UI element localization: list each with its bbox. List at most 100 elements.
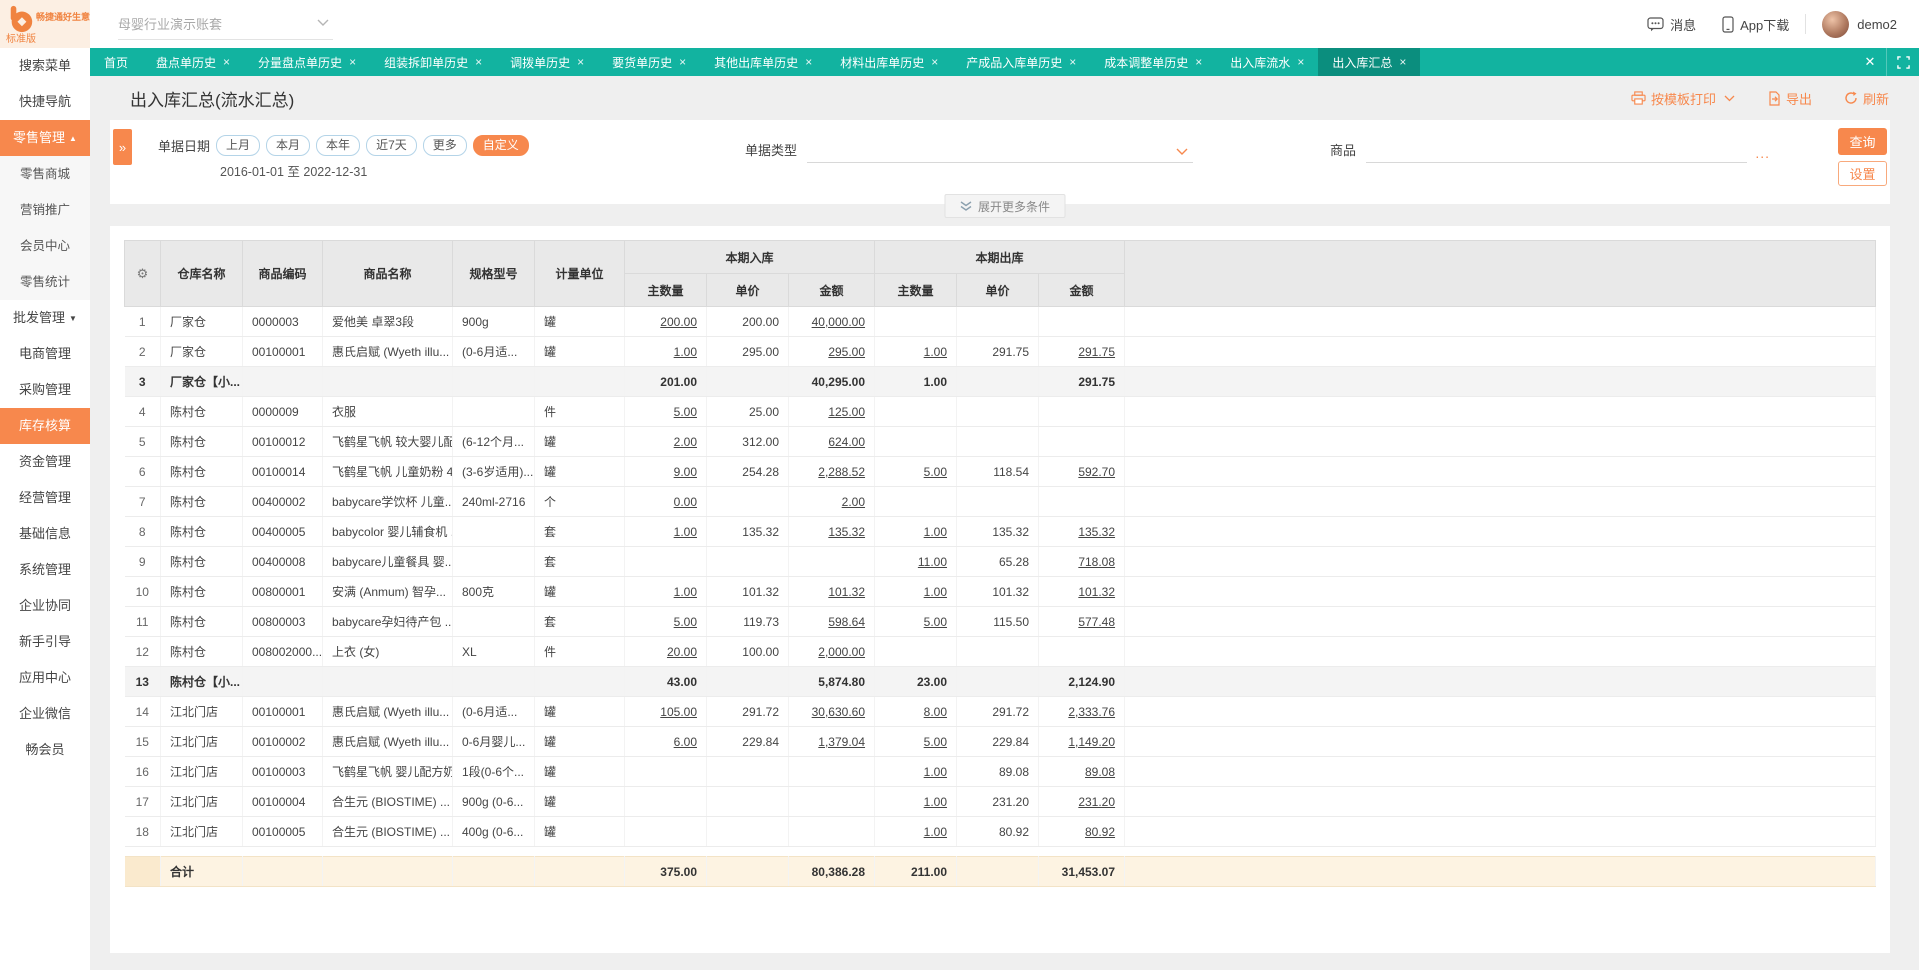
cell-in-qty[interactable]: 9.00 — [624, 456, 707, 487]
tab[interactable]: 要货单历史 × — [598, 48, 700, 76]
sidebar-item-零售统计[interactable]: 零售统计 — [0, 264, 90, 300]
drilldown-link[interactable]: 2,288.52 — [818, 464, 866, 479]
app-download-button[interactable]: App下载 — [1722, 15, 1789, 34]
cell-out-amount[interactable]: 135.32 — [1038, 516, 1126, 547]
date-pill[interactable]: 更多 — [422, 135, 467, 156]
drilldown-link[interactable]: 1.00 — [673, 584, 697, 599]
sidebar-item-库存核算[interactable]: 库存核算 — [0, 408, 90, 444]
cell-in-qty[interactable]: 0.00 — [624, 486, 707, 517]
cell-out-qty[interactable]: 1.00 — [874, 576, 958, 607]
cell-in-qty[interactable]: 6.00 — [624, 726, 707, 757]
cell-in-amount[interactable]: 295.00 — [788, 336, 876, 367]
sidebar-item-采购管理[interactable]: 采购管理 — [0, 372, 90, 408]
drilldown-link[interactable]: 6.00 — [673, 734, 697, 749]
cell-out-qty[interactable]: 1.00 — [874, 816, 958, 847]
print-options-chevron[interactable] — [1724, 95, 1735, 102]
sidebar-item-零售管理[interactable]: 零售管理 ▲ — [0, 120, 90, 156]
cell-out-qty[interactable]: 5.00 — [874, 726, 958, 757]
export-button[interactable]: 导出 — [1767, 89, 1812, 108]
drilldown-link[interactable]: 718.08 — [1078, 554, 1116, 569]
drilldown-link[interactable]: 577.48 — [1078, 614, 1116, 629]
tab-close-icon[interactable]: × — [475, 55, 483, 69]
avatar[interactable] — [1822, 10, 1850, 38]
drilldown-link[interactable]: 1.00 — [923, 824, 948, 839]
column-settings-gear-icon[interactable]: ⚙ — [124, 240, 161, 307]
drilldown-link[interactable]: 125.00 — [828, 404, 866, 419]
cell-in-amount[interactable]: 40,000.00 — [788, 306, 876, 337]
tab[interactable]: 首页 — [90, 48, 142, 76]
cell-in-qty[interactable]: 2.00 — [624, 426, 707, 457]
drilldown-link[interactable]: 30,630.60 — [811, 704, 866, 719]
tab[interactable]: 产成品入库单历史 × — [952, 48, 1090, 76]
cell-in-amount[interactable]: 2,000.00 — [788, 636, 876, 667]
cell-out-amount[interactable]: 1,149.20 — [1038, 726, 1126, 757]
settings-button[interactable]: 设置 — [1838, 161, 1887, 186]
tab[interactable]: 出入库流水 × — [1216, 48, 1318, 76]
drilldown-link[interactable]: 5.00 — [673, 614, 697, 629]
cell-in-qty[interactable]: 105.00 — [624, 696, 707, 727]
drilldown-link[interactable]: 11.00 — [917, 554, 948, 569]
cell-in-amount[interactable]: 125.00 — [788, 396, 876, 427]
cell-out-qty[interactable]: 1.00 — [874, 756, 958, 787]
tab[interactable]: 成本调整单历史 × — [1090, 48, 1216, 76]
drilldown-link[interactable]: 40,000.00 — [811, 314, 866, 329]
cell-out-amount[interactable]: 231.20 — [1038, 786, 1126, 817]
doc-type-select[interactable] — [807, 138, 1193, 163]
cell-out-qty[interactable]: 8.00 — [874, 696, 958, 727]
date-range-value[interactable]: 2016-01-01 至 2022-12-31 — [220, 165, 368, 179]
cell-in-qty[interactable]: 5.00 — [624, 396, 707, 427]
expand-more-conditions-button[interactable]: 展开更多条件 — [943, 194, 1066, 218]
cell-in-amount[interactable]: 598.64 — [788, 606, 876, 637]
drilldown-link[interactable]: 5.00 — [923, 464, 948, 479]
cell-out-qty[interactable]: 1.00 — [874, 336, 958, 367]
sidebar-item-系统管理[interactable]: 系统管理 — [0, 552, 90, 588]
refresh-button[interactable]: 刷新 — [1844, 89, 1889, 108]
drilldown-link[interactable]: 1,379.04 — [818, 734, 866, 749]
tab[interactable]: 调拨单历史 × — [496, 48, 598, 76]
print-by-template-button[interactable]: 按模板打印 — [1631, 89, 1716, 108]
cell-in-amount[interactable]: 135.32 — [788, 516, 876, 547]
custom-date-pill[interactable]: 自定义 — [472, 135, 529, 156]
tab-close-icon[interactable]: × — [223, 55, 231, 69]
drilldown-link[interactable]: 1,149.20 — [1068, 734, 1116, 749]
drilldown-link[interactable]: 1.00 — [923, 524, 948, 539]
cell-in-qty[interactable]: 200.00 — [624, 306, 707, 337]
cell-in-amount[interactable]: 1,379.04 — [788, 726, 876, 757]
sidebar-item-基础信息[interactable]: 基础信息 — [0, 516, 90, 552]
drilldown-link[interactable]: 5.00 — [673, 404, 697, 419]
tab-close-icon[interactable]: × — [679, 55, 687, 69]
cell-in-amount[interactable]: 624.00 — [788, 426, 876, 457]
tab[interactable]: 其他出库单历史 × — [700, 48, 826, 76]
cell-out-qty[interactable]: 1.00 — [874, 786, 958, 817]
cell-in-qty[interactable]: 1.00 — [624, 336, 707, 367]
date-pill[interactable]: 上月 — [216, 135, 261, 156]
cell-out-qty[interactable]: 11.00 — [874, 546, 958, 577]
messages-button[interactable]: 消息 — [1647, 15, 1696, 34]
tab-close-icon[interactable]: × — [1297, 55, 1305, 69]
drilldown-link[interactable]: 20.00 — [666, 644, 697, 659]
sidebar-item-零售商城[interactable]: 零售商城 — [0, 156, 90, 192]
tab-close-icon[interactable]: × — [577, 55, 585, 69]
cell-in-amount[interactable]: 101.32 — [788, 576, 876, 607]
drilldown-link[interactable]: 2.00 — [841, 494, 866, 509]
cell-in-qty[interactable]: 1.00 — [624, 516, 707, 547]
sidebar-item-搜索菜单[interactable]: 搜索菜单 — [0, 48, 90, 84]
drilldown-link[interactable]: 1.00 — [923, 794, 948, 809]
sidebar-item-营销推广[interactable]: 营销推广 — [0, 192, 90, 228]
drilldown-link[interactable]: 8.00 — [923, 704, 948, 719]
sidebar-item-会员中心[interactable]: 会员中心 — [0, 228, 90, 264]
drilldown-link[interactable]: 80.92 — [1085, 824, 1116, 839]
drilldown-link[interactable]: 291.75 — [1078, 344, 1116, 359]
drilldown-link[interactable]: 5.00 — [923, 734, 948, 749]
tab-close-icon[interactable]: × — [1399, 55, 1407, 69]
cell-in-amount[interactable]: 2.00 — [788, 486, 876, 517]
cell-in-amount[interactable]: 30,630.60 — [788, 696, 876, 727]
tab-active[interactable]: 出入库汇总 × — [1318, 48, 1421, 76]
tab-close-icon[interactable]: × — [931, 55, 939, 69]
drilldown-link[interactable]: 1.00 — [923, 764, 948, 779]
drilldown-link[interactable]: 9.00 — [673, 464, 697, 479]
cell-in-qty[interactable]: 20.00 — [624, 636, 707, 667]
drilldown-link[interactable]: 5.00 — [923, 614, 948, 629]
tab[interactable]: 分量盘点单历史 × — [244, 48, 370, 76]
sidebar-item-经营管理[interactable]: 经营管理 — [0, 480, 90, 516]
